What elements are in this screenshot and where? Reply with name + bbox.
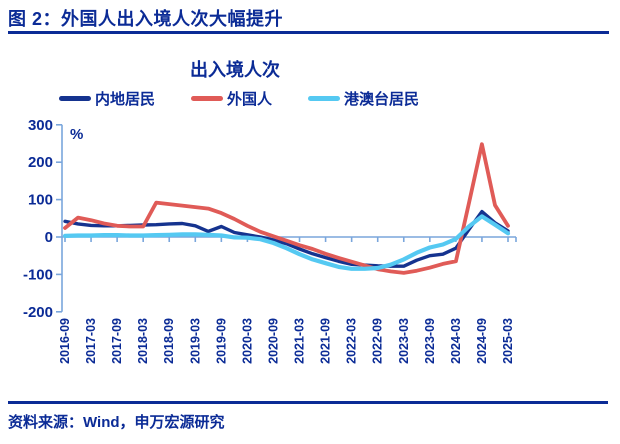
legend-label-foreigners: 外国人: [226, 90, 272, 108]
legend-item-mainland: 内地居民: [58, 88, 155, 109]
x-tick-label: 2022-03: [345, 318, 359, 364]
chart-title: 出入境人次: [190, 60, 280, 80]
x-tick-label: 2021-03: [293, 318, 307, 364]
legend-swatch-hkmotw: [308, 95, 340, 101]
bottom-divider: [8, 401, 608, 404]
x-tick-label: 2025-03: [501, 318, 515, 364]
x-tick-label: 2021-09: [319, 318, 333, 364]
chart-legend: 内地居民 外国人 港澳台居民: [0, 86, 478, 110]
x-tick-label: 2018-09: [162, 318, 176, 364]
legend-swatch-mainland: [58, 95, 91, 101]
y-tick-label: 200: [28, 154, 53, 171]
series-line-1: [63, 142, 510, 275]
x-tick-label: 2018-03: [136, 318, 150, 364]
y-tick-label: -200: [23, 304, 53, 321]
legend-swatch-foreigners: [190, 95, 223, 101]
x-tick-label: 2016-09: [58, 318, 72, 364]
y-tick-label: 0: [45, 229, 53, 246]
x-tick-label: 2020-09: [267, 318, 281, 364]
source-note: 资料来源：Wind，申万宏源研究: [8, 414, 225, 431]
y-axis-unit-label: %: [70, 126, 83, 143]
legend-label-mainland: 内地居民: [94, 90, 155, 108]
x-tick-label: 2019-03: [188, 318, 202, 364]
y-tick-label: 300: [28, 117, 53, 134]
x-tick-label: 2023-03: [397, 318, 411, 364]
x-tick-label: 2017-09: [110, 318, 124, 364]
y-tick-label: 100: [28, 192, 53, 209]
title-underline: [8, 31, 609, 34]
x-tick-label: 2017-03: [84, 318, 98, 364]
x-tick-label: 2024-09: [475, 318, 489, 364]
x-tick-label: 2024-03: [449, 318, 463, 364]
figure-title: 图 2：外国人出入境人次大幅提升: [8, 9, 284, 29]
x-tick-label: 2022-09: [371, 318, 385, 364]
legend-item-hkmotw: 港澳台居民: [308, 88, 419, 109]
legend-label-hkmotw: 港澳台居民: [344, 90, 420, 108]
legend-item-foreigners: 外国人: [190, 88, 272, 109]
x-tick-label: 2023-09: [423, 318, 437, 364]
y-tick-label: -100: [23, 266, 53, 283]
series-line-2: [62, 214, 511, 271]
plot-svg: 300 200 100 0 -100 -200% 2016-09 2017-03 2017-09…: [23, 117, 517, 364]
x-tick-label: 2020-03: [240, 318, 254, 364]
x-tick-label: 2019-09: [214, 318, 228, 364]
